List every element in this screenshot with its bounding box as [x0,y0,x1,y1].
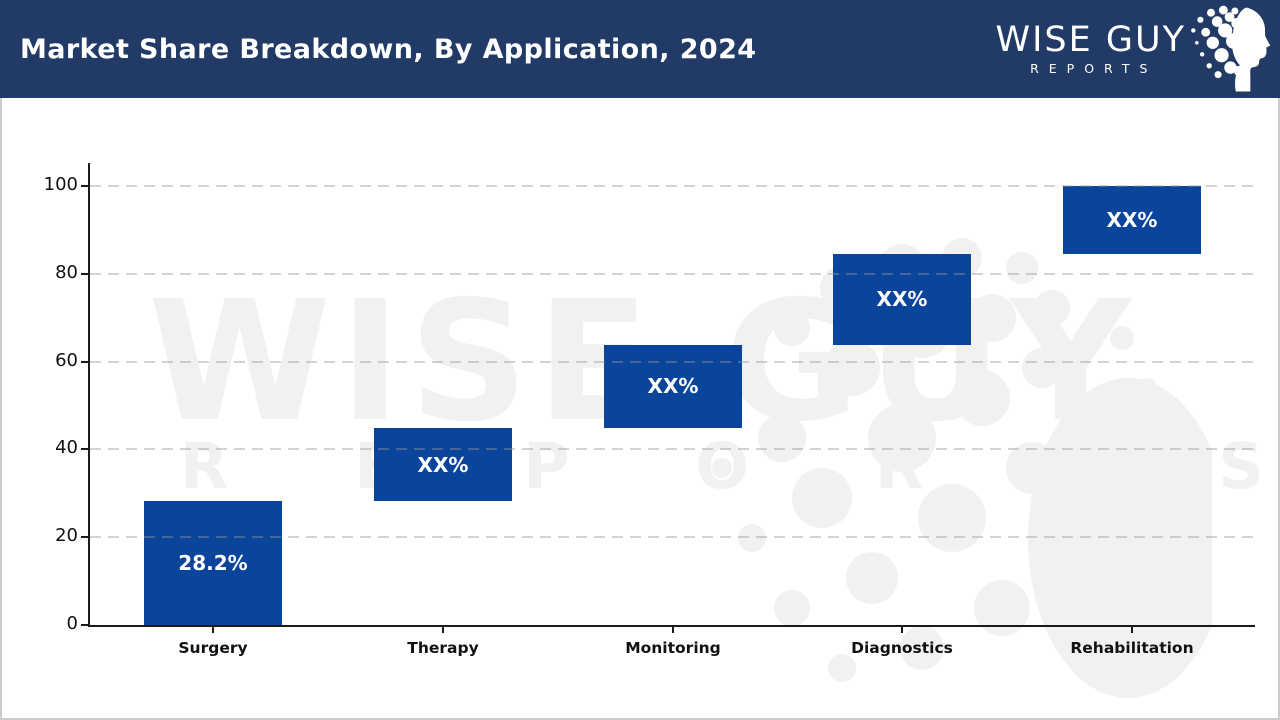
x-tick-mark [212,627,214,633]
y-tick-label: 20 [55,525,78,547]
y-tick-mark [81,624,88,626]
y-tick-mark [81,448,88,451]
bar-value-label: XX% [417,452,469,477]
y-tick-mark [81,185,88,187]
bar-value-label: XX% [647,374,699,399]
category-label: Surgery [178,639,248,657]
y-tick-label: 40 [55,437,78,459]
logo-face-icon [1191,5,1271,92]
page-title: Market Share Breakdown, By Application, … [20,33,757,65]
chart-area: WISE GUY R E P O R T S 0 20 40 60 80 100 28.2%… [0,98,1280,720]
x-tick-mark [442,627,444,633]
y-tick-label: 0 [66,613,78,634]
category-label: Diagnostics [851,639,953,657]
waterfall-bar: XX% [374,427,512,502]
x-tick-mark [901,627,903,633]
bar-value-label: 28.2% [178,551,248,576]
x-tick-mark [1131,627,1133,633]
waterfall-bar: 28.2% [144,501,282,625]
logo-wordmark: WISE GUY REPORTS [995,22,1186,76]
logo-wordmark-main: WISE GUY [995,20,1186,61]
waterfall-bar: XX% [1063,186,1201,255]
waterfall-bar: XX% [604,344,742,428]
y-tick-label: 80 [55,261,78,283]
category-label: Therapy [407,639,479,657]
gridline [90,448,1255,451]
x-tick-mark [672,627,674,633]
wise-guy-logo: WISE GUY REPORTS [995,4,1272,94]
y-tick-mark [81,536,88,539]
logo-wordmark-sub: REPORTS [1030,60,1158,76]
y-axis-line [88,163,90,627]
gridline [90,272,1255,275]
x-axis-line [88,625,1255,627]
category-label: Rehabilitation [1070,639,1194,657]
y-tick-mark [81,360,88,363]
bar-value-label: XX% [1106,208,1158,233]
y-tick-label: 60 [55,349,78,371]
category-label: Monitoring [625,639,721,657]
y-tick-label: 100 [43,174,78,195]
y-tick-mark [81,272,88,275]
bar-value-label: XX% [876,287,928,312]
header-bar: Market Share Breakdown, By Application, … [0,0,1280,98]
waterfall-bar: XX% [833,254,971,345]
